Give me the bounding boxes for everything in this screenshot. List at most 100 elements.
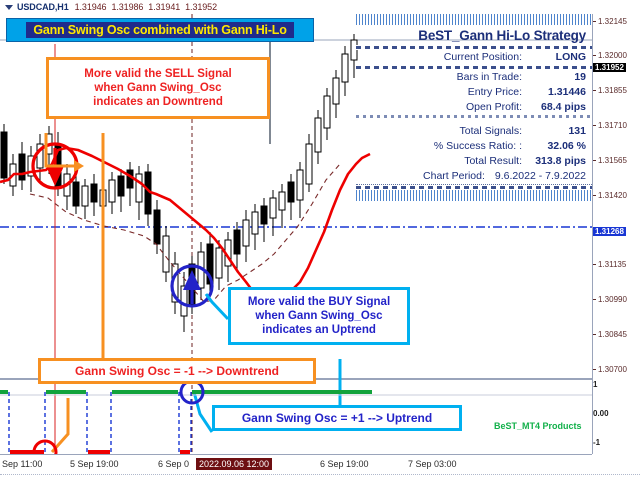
- tick-dash-icon: [593, 125, 596, 127]
- info-row-entry-price: Entry Price: 1.31446: [356, 85, 592, 100]
- price-axis-tick: 1.32145: [593, 17, 627, 26]
- panel-divider-2: [356, 65, 592, 70]
- time-axis-tick-label: 5 Sep 19:00: [70, 459, 119, 469]
- price-axis-tick: 0.00: [593, 409, 609, 418]
- callout-uptrend-legend: Gann Swing Osc = +1 --> Uptrend: [212, 405, 462, 431]
- tick-dash-icon: [593, 160, 596, 162]
- price-axis-tick-label: 1: [593, 380, 598, 389]
- info-row-total-result: Total Result: 313.8 pips: [356, 154, 592, 169]
- symbol-ticker-bar: USDCAD,H1 1.31946 1.31986 1.31941 1.3195…: [0, 0, 640, 14]
- price-axis-tick-label: 1.32000: [598, 51, 627, 60]
- chart-title-banner: Gann Swing Osc combined with Gann Hi-Lo: [6, 18, 314, 42]
- price-axis-tick: 1.31420: [593, 191, 627, 200]
- info-row-open-profit: Open Profit: 68.4 pips: [356, 100, 592, 115]
- row-value: 19: [574, 71, 586, 83]
- row-label: % Success Ratio: :: [433, 140, 522, 152]
- row-value: 9.6.2022 - 7.9.2022: [494, 170, 586, 182]
- price-axis-tick: 1.30845: [593, 330, 627, 339]
- price-axis-tick-label: 1.31268: [595, 227, 624, 236]
- time-axis-tick-label: 7 Sep 03:00: [408, 459, 457, 469]
- price-axis-tick-label: -1: [593, 438, 601, 447]
- row-value: 131: [568, 125, 586, 137]
- panel-title: BeST_Gann Hi-Lo Strategy: [418, 28, 586, 43]
- price-axis-tick: 1.30700: [593, 365, 627, 374]
- tick-dash-icon: [593, 264, 596, 266]
- price-axis[interactable]: 1.32145 1.32000 1.31952 1.31855 1.31710 1.315…: [592, 14, 640, 454]
- row-value: 1.31446: [548, 86, 586, 98]
- price-axis-tick-label: 1.32145: [598, 17, 627, 26]
- price-axis-tick-label: 1.31855: [598, 86, 627, 95]
- price-axis-tick: 1.32000: [593, 51, 627, 60]
- symbol-label: USDCAD,H1: [17, 2, 69, 12]
- chart-title-text: Gann Swing Osc combined with Gann Hi-Lo: [26, 22, 294, 38]
- row-value: 32.06 %: [547, 140, 586, 152]
- callout-line: More valid the SELL Signal: [84, 68, 232, 80]
- panel-top-decoration: [356, 14, 592, 25]
- price-axis-tick-label: 1.30700: [598, 365, 627, 374]
- callout-line: when Gann Swing_Osc: [94, 82, 222, 94]
- price-axis-tick-label: 1.31565: [598, 156, 627, 165]
- callout-line: More valid the BUY Signal: [247, 296, 391, 308]
- price-axis-tick: -1: [593, 438, 600, 447]
- info-row-bars-in-trade: Bars in Trade: 19: [356, 70, 592, 85]
- time-axis-tick-label: Sep 11:00: [2, 459, 43, 469]
- price-axis-tick: 1.31952: [593, 63, 626, 72]
- info-row-total-signals: Total Signals: 131: [356, 124, 592, 139]
- callout-sell-signal: More valid the SELL Signal when Gann Swi…: [46, 57, 270, 119]
- gann-hilo-line: [0, 146, 371, 312]
- info-row-current-position: Current Position: LONG: [356, 50, 592, 65]
- row-label: Current Position:: [443, 51, 522, 63]
- callout-downtrend-legend: Gann Swing Osc = -1 --> Downtrend: [38, 358, 316, 384]
- row-label: Total Signals:: [459, 125, 522, 137]
- price-axis-tick-label: 1.31135: [598, 260, 627, 269]
- quote-open: 1.31946: [74, 2, 107, 12]
- row-label: Chart Period:: [423, 170, 485, 182]
- callout-line: when Gann Swing_Osc: [255, 310, 383, 322]
- panel-divider-4: [356, 185, 592, 190]
- strategy-info-panel: BeST_Gann Hi-Lo Strategy Current Positio…: [356, 14, 592, 201]
- price-axis-tick: 1.31268: [593, 227, 626, 236]
- tick-dash-icon: [593, 21, 596, 23]
- row-value: 68.4 pips: [541, 101, 586, 113]
- tick-dash-icon: [593, 369, 596, 371]
- tick-dash-icon: [593, 55, 596, 57]
- panel-divider-3: [356, 115, 592, 118]
- price-axis-tick-label: 1.31420: [598, 191, 627, 200]
- chevron-down-icon[interactable]: [5, 4, 13, 10]
- price-axis-tick-label: 0.00: [593, 409, 609, 418]
- time-axis-tick-label: 6 Sep 0: [158, 459, 190, 469]
- price-axis-tick-label: 1.30845: [598, 330, 627, 339]
- quote-low: 1.31941: [148, 2, 181, 12]
- row-value: LONG: [555, 51, 586, 63]
- callout-buy-signal: More valid the BUY Signal when Gann Swin…: [228, 287, 410, 345]
- chart-svg: [0, 14, 592, 465]
- price-axis-tick-label: 1.30990: [598, 295, 627, 304]
- info-row-success-ratio: % Success Ratio: : 32.06 %: [356, 139, 592, 154]
- product-watermark: BeST_MT4 Products: [494, 421, 582, 431]
- quote-close: 1.31952: [185, 2, 217, 12]
- info-row-chart-period: Chart Period: 9.6.2022 - 7.9.2022: [356, 169, 592, 185]
- row-label: Open Profit:: [465, 101, 522, 113]
- tick-dash-icon: [593, 195, 596, 197]
- panel-divider-1: [356, 45, 592, 50]
- time-axis[interactable]: Sep 11:00 5 Sep 19:00 6 Sep 0 2022.09.06 12…: [0, 454, 592, 480]
- callout-line: Gann Swing Osc = -1 --> Downtrend: [74, 364, 280, 378]
- callout-line: Gann Swing Osc = +1 --> Uptrend: [241, 411, 433, 425]
- price-axis-tick-label: 1.31952: [595, 63, 624, 72]
- price-axis-tick: 1.31135: [593, 260, 626, 269]
- price-axis-tick: 1.30990: [593, 295, 627, 304]
- price-axis-tick-label: 1.31710: [598, 121, 627, 130]
- buy-signal-marker: [170, 264, 214, 308]
- window-bottom-divider: [0, 474, 640, 475]
- tick-dash-icon: [593, 334, 596, 336]
- tick-dash-icon: [593, 299, 596, 301]
- price-axis-tick: 1: [593, 380, 597, 389]
- price-axis-tick: 1.31855: [593, 86, 627, 95]
- panel-bottom-decoration: [356, 190, 592, 201]
- price-axis-tick: 1.31565: [593, 156, 627, 165]
- quote-high: 1.31986: [111, 2, 144, 12]
- tick-dash-icon: [593, 90, 596, 92]
- row-label: Entry Price:: [467, 86, 522, 98]
- row-label: Bars in Trade:: [456, 71, 522, 83]
